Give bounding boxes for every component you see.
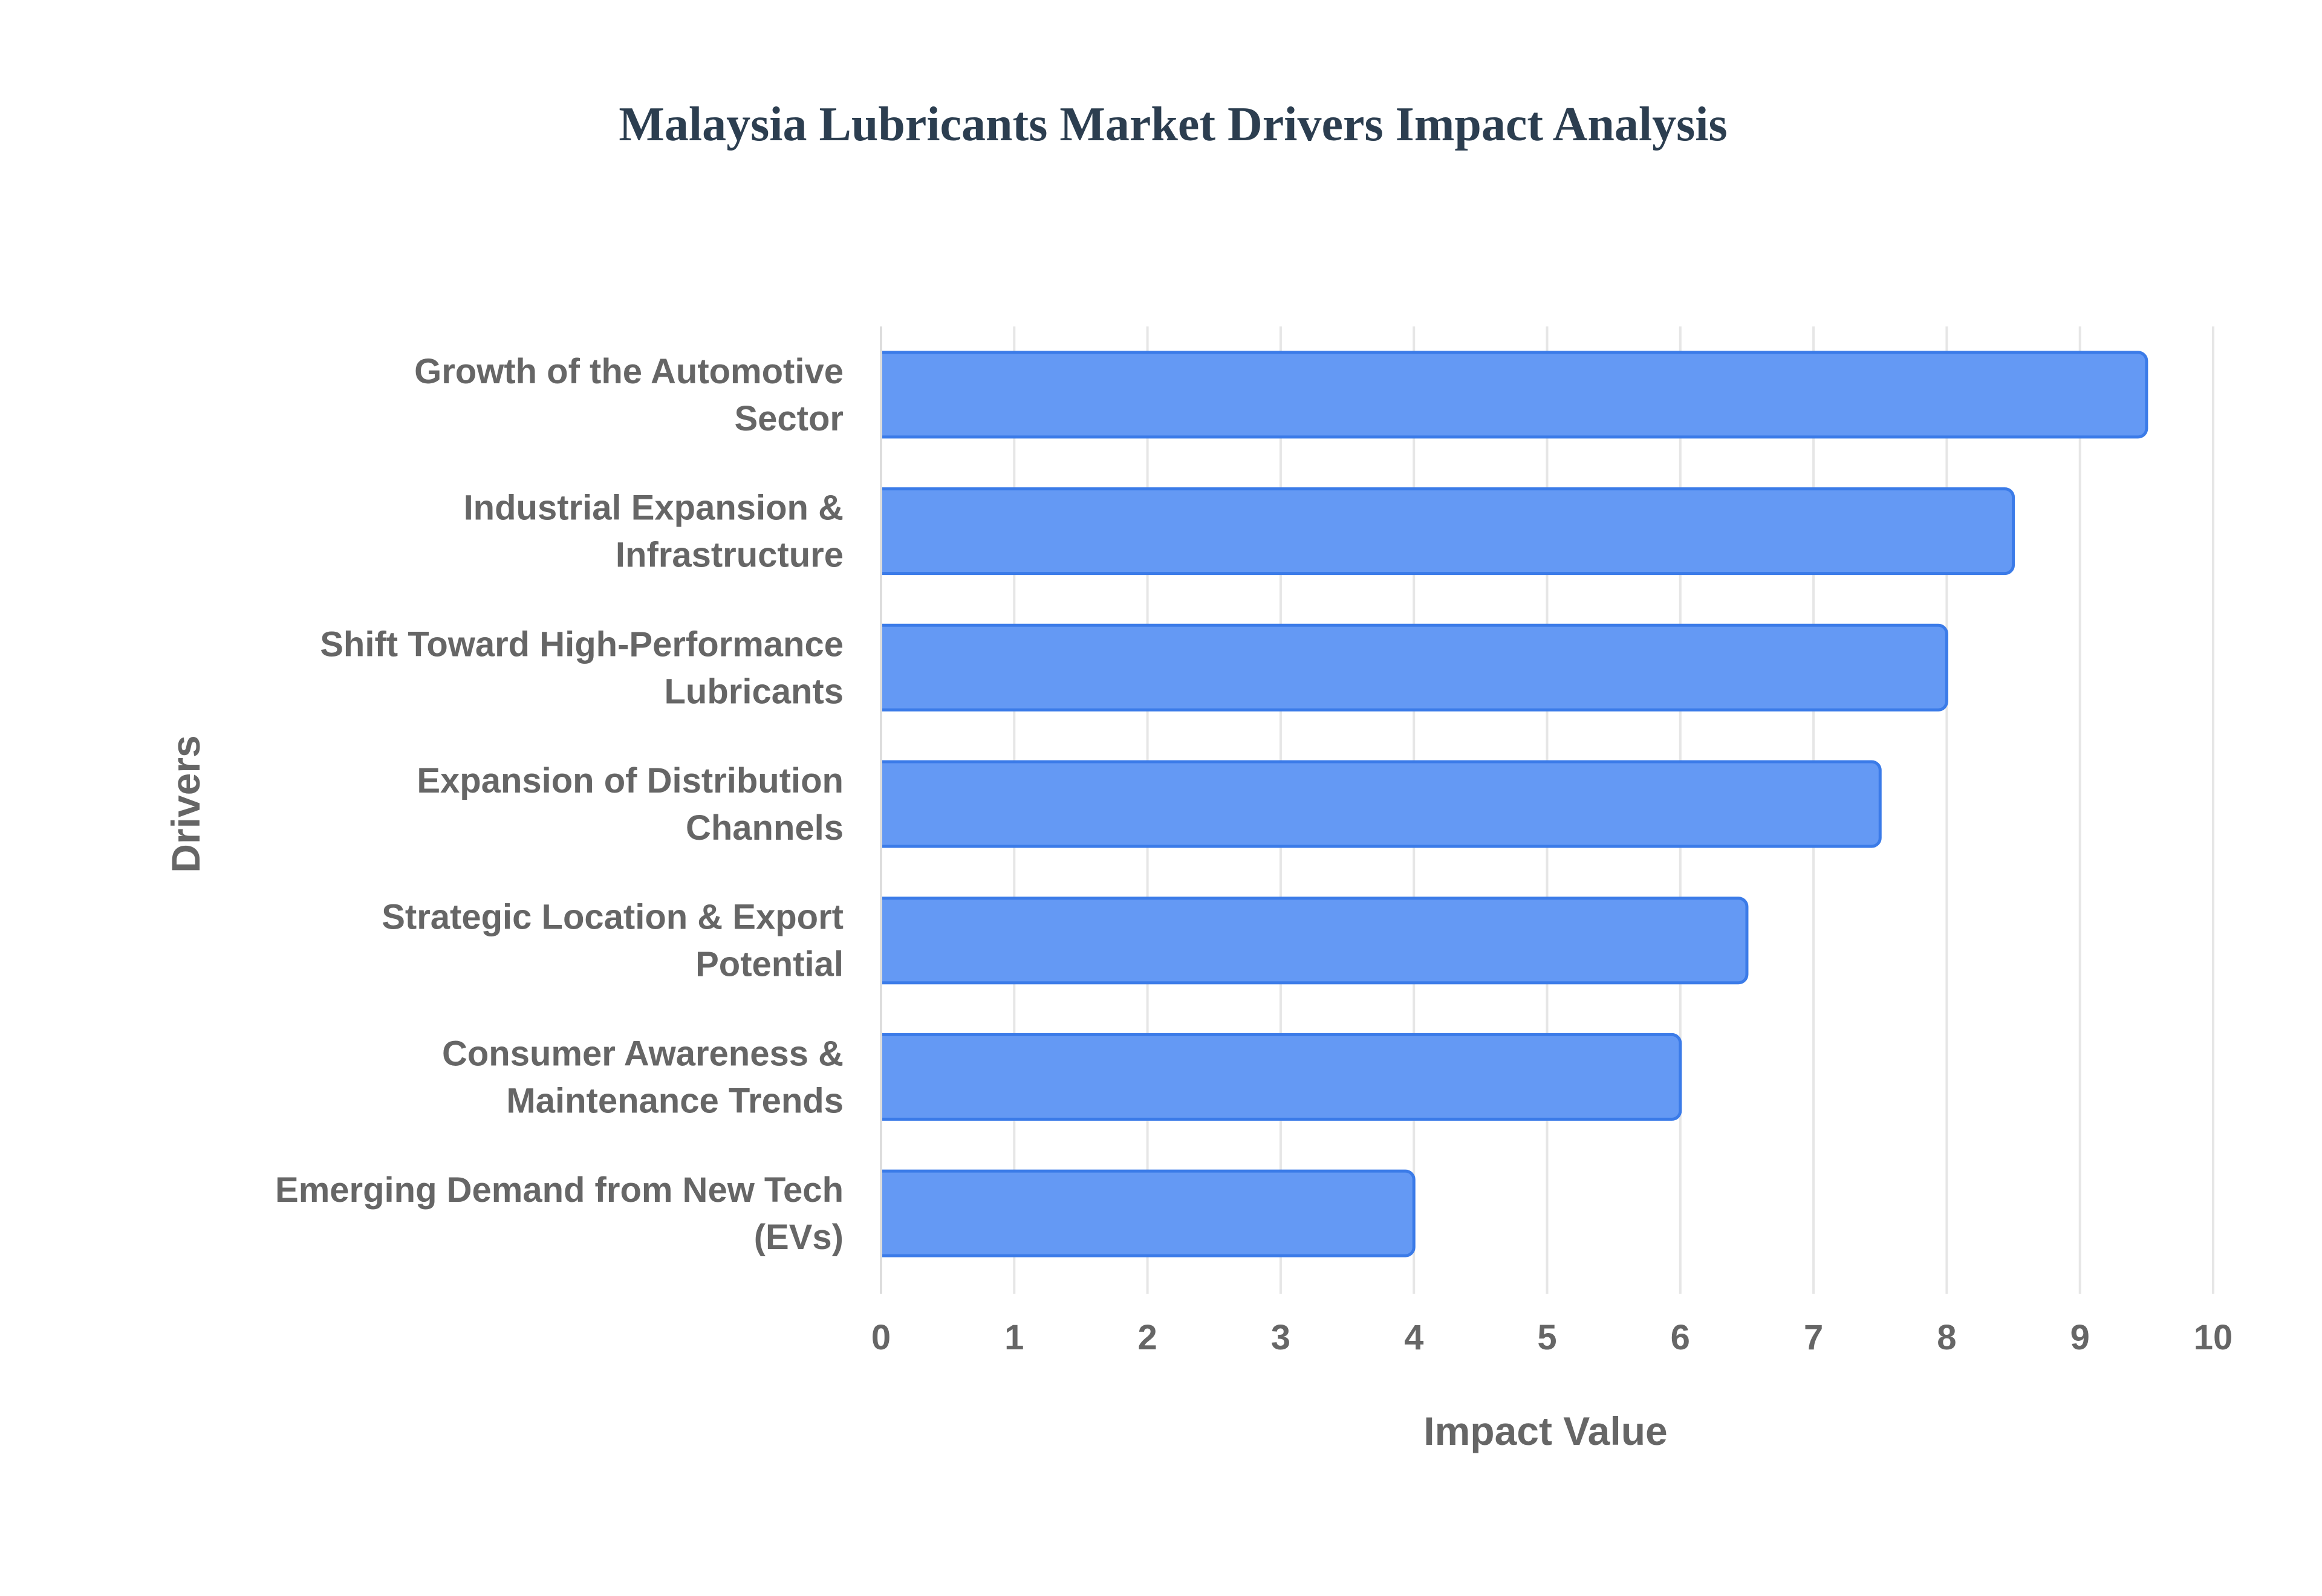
- x-axis-title: Impact Value: [1423, 1409, 1668, 1453]
- category-label: Strategic Location & Export: [382, 898, 844, 937]
- category-labels: Growth of the Automotive Sector Industrial…: [275, 352, 844, 1257]
- x-tick-label: 9: [2070, 1318, 2090, 1357]
- category-label: Sector: [734, 399, 844, 438]
- x-tick-label: 10: [2194, 1318, 2233, 1357]
- bar: [871, 351, 2148, 439]
- category-label: Potential: [695, 945, 844, 984]
- axis-mask: [869, 326, 881, 1282]
- bar: [871, 1169, 1416, 1257]
- bar: [871, 487, 2015, 576]
- category-label: Maintenance Trends: [506, 1081, 844, 1120]
- x-tick-label: 2: [1137, 1318, 1157, 1357]
- x-tick-label: 5: [1537, 1318, 1556, 1357]
- x-tick-label: 6: [1671, 1318, 1690, 1357]
- category-label: Growth of the Automotive: [414, 352, 844, 391]
- bar: [871, 1033, 1682, 1121]
- bar: [871, 897, 1749, 985]
- bar-series: [869, 326, 2148, 1294]
- category-label: Industrial Expansion &: [464, 488, 844, 528]
- x-tick-label: 4: [1404, 1318, 1423, 1357]
- x-axis-ticks: 0 1 2 3 4 5 6 7 8 9 10: [871, 1318, 2233, 1357]
- bar: [871, 623, 1948, 712]
- x-tick-label: 3: [1271, 1318, 1290, 1357]
- y-axis-title: Drivers: [163, 735, 208, 873]
- chart-title: Malaysia Lubricants Market Drivers Impac…: [619, 98, 1727, 151]
- category-label: Shift Toward High-Performance: [320, 624, 844, 664]
- bar: [871, 760, 1882, 848]
- x-tick-label: 1: [1004, 1318, 1024, 1357]
- category-label: Infrastructure: [616, 536, 844, 575]
- x-tick-label: 0: [871, 1318, 891, 1357]
- category-label: Lubricants: [665, 672, 844, 711]
- category-label: Consumer Awareness &: [442, 1034, 844, 1073]
- category-label: Channels: [686, 808, 844, 848]
- category-label: Emerging Demand from New Tech: [275, 1170, 844, 1210]
- x-tick-label: 8: [1937, 1318, 1956, 1357]
- x-tick-label: 7: [1804, 1318, 1823, 1357]
- category-label: Expansion of Distribution: [417, 761, 844, 800]
- category-label: (EVs): [754, 1218, 844, 1257]
